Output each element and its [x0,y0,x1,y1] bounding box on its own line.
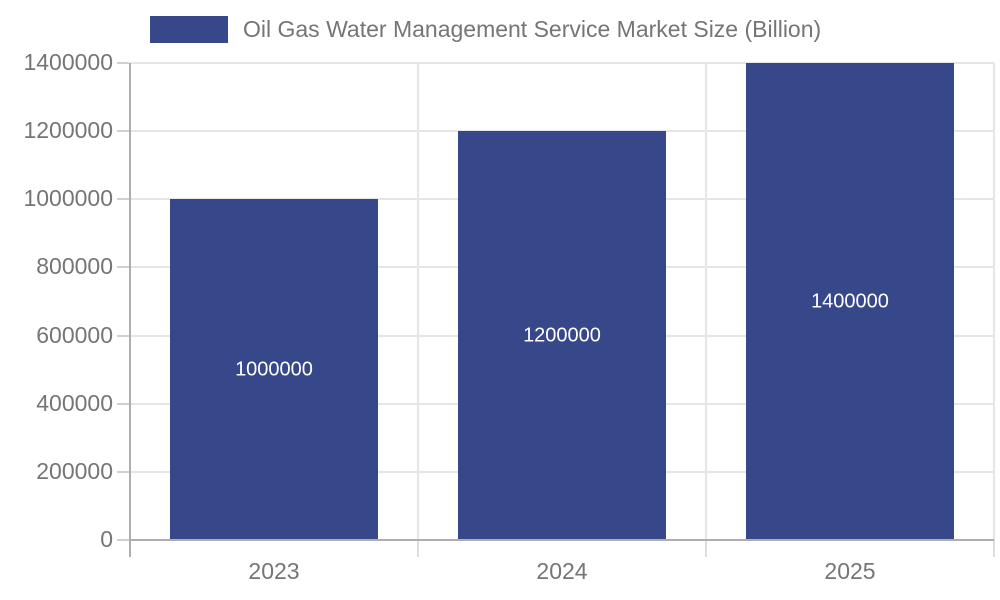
y-tick-label: 0 [100,526,113,552]
x-axis-line [130,539,994,541]
bar [170,199,378,540]
x-tick-label: 2024 [536,558,588,584]
bar [746,63,954,540]
legend-label: Oil Gas Water Management Service Market … [243,16,822,42]
x-tick-mark [705,540,707,557]
y-axis-line [129,63,131,557]
y-tick-label: 1000000 [23,185,113,212]
x-tick-mark [993,540,995,557]
legend: Oil Gas Water Management Service Market … [150,16,821,43]
y-tick-mark [117,334,129,337]
y-tick-mark [117,266,129,269]
category-gridline [993,63,995,540]
y-tick-mark [117,470,129,473]
x-tick-mark [417,540,419,557]
x-tick-label: 2025 [824,558,876,584]
y-tick-mark [117,539,129,541]
y-tick-mark [117,130,129,133]
y-tick-label: 1200000 [23,117,113,144]
y-tick-mark [117,402,129,405]
bar-value-label: 1200000 [523,324,601,347]
category-gridline [417,63,419,540]
x-tick-label: 2023 [248,558,300,584]
y-tick-mark [117,62,129,64]
bar-value-label: 1000000 [235,358,313,381]
y-gridline [130,62,994,64]
y-tick-label: 400000 [36,389,113,416]
y-tick-label: 1400000 [23,49,113,75]
category-gridline [705,63,707,540]
y-tick-mark [117,198,129,201]
y-tick-label: 800000 [36,253,113,280]
y-tick-label: 200000 [36,457,113,484]
bar [458,131,666,540]
legend-swatch [150,16,228,43]
bar-value-label: 1400000 [811,290,889,312]
y-tick-label: 600000 [36,321,113,348]
